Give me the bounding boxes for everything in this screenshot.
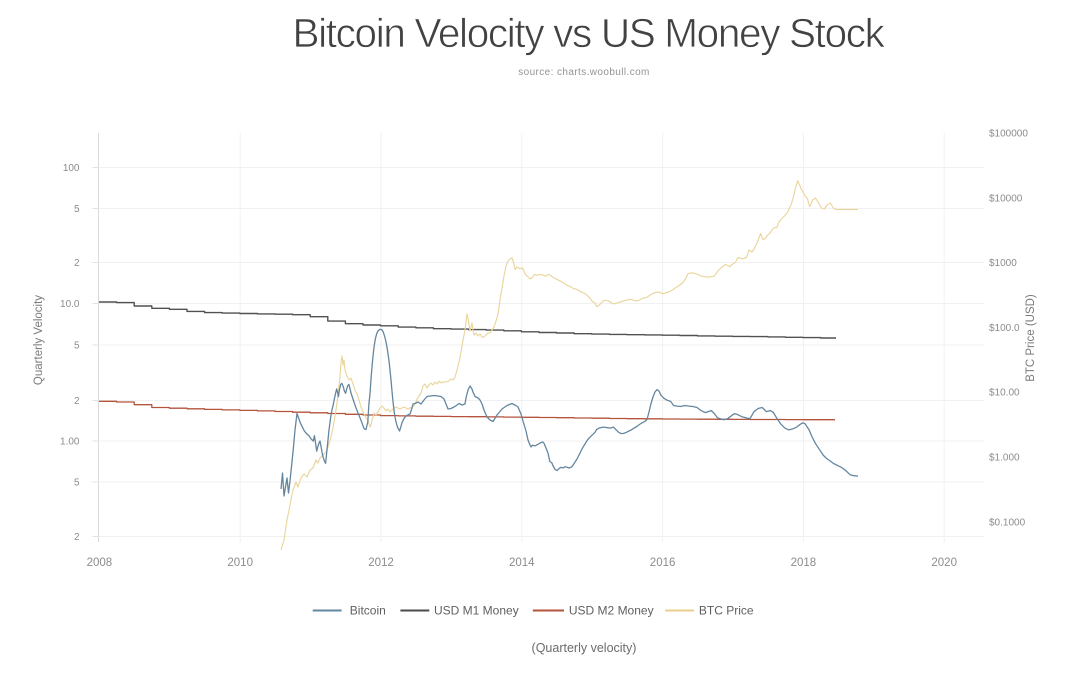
svg-text:$10.00: $10.00 [989, 388, 1020, 399]
svg-text:$10000: $10000 [989, 193, 1023, 204]
svg-text:$100000: $100000 [989, 129, 1028, 140]
svg-text:2: 2 [74, 258, 80, 269]
svg-text:1.00: 1.00 [60, 437, 80, 448]
svg-text:2010: 2010 [227, 557, 253, 569]
svg-text:2008: 2008 [87, 557, 113, 569]
svg-text:Quarterly Velocity: Quarterly Velocity [33, 295, 45, 385]
svg-text:(Quarterly velocity): (Quarterly velocity) [532, 641, 637, 655]
svg-text:BTC Price (USD): BTC Price (USD) [1025, 294, 1037, 382]
svg-text:$1000: $1000 [989, 258, 1017, 269]
svg-text:2020: 2020 [931, 557, 957, 569]
svg-text:5: 5 [74, 204, 80, 215]
svg-text:$1.000: $1.000 [989, 453, 1020, 464]
svg-text:2016: 2016 [650, 557, 676, 569]
svg-text:2014: 2014 [509, 557, 535, 569]
svg-text:2: 2 [74, 532, 80, 543]
svg-text:USD M2 Money: USD M2 Money [569, 604, 654, 618]
svg-text:$100.0: $100.0 [989, 323, 1020, 334]
svg-text:2: 2 [74, 396, 80, 407]
svg-text:2012: 2012 [368, 557, 394, 569]
svg-text:$0.1000: $0.1000 [989, 517, 1026, 528]
svg-text:USD M1 Money: USD M1 Money [434, 604, 519, 618]
svg-text:5: 5 [74, 341, 80, 352]
svg-text:5: 5 [74, 478, 80, 489]
svg-text:2018: 2018 [791, 557, 817, 569]
svg-text:Bitcoin: Bitcoin [350, 604, 386, 618]
svg-text:10.0: 10.0 [60, 299, 80, 310]
svg-text:BTC Price: BTC Price [699, 604, 754, 618]
svg-text:100: 100 [63, 163, 80, 174]
